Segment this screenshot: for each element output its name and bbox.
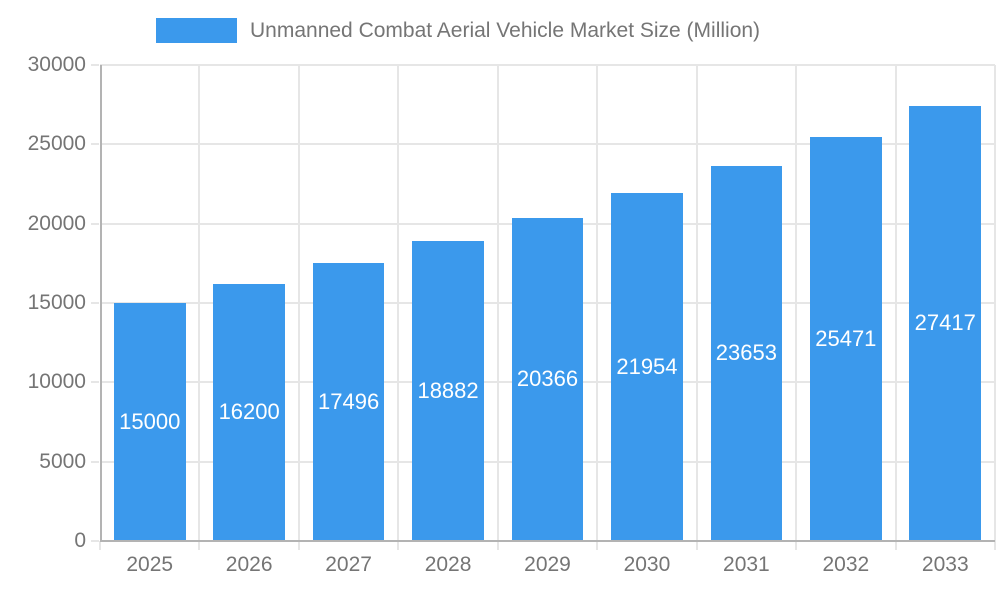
bar: 23653	[710, 165, 783, 541]
plot-area: 0 5000 10000 15000 20000 25000 30000 15000 2025 1…	[28, 53, 996, 576]
bar: 27417	[909, 105, 982, 541]
x-axis-tick	[795, 541, 798, 550]
x-gridline	[198, 65, 201, 541]
x-gridline	[994, 65, 996, 541]
x-axis-line	[100, 540, 995, 542]
x-axis-tick	[198, 541, 201, 550]
bar-value-label: 15000	[119, 409, 181, 434]
x-axis-tick-label: 2033	[921, 553, 969, 576]
bar: 16200	[213, 283, 285, 541]
bar-value-label: 20366	[516, 366, 579, 392]
y-axis-tick	[91, 381, 99, 384]
y-axis-tick	[91, 222, 99, 225]
bar: 15000	[113, 303, 186, 541]
legend-swatch	[156, 18, 237, 43]
bar-value-label: 27417	[914, 310, 976, 336]
bar-value-label: 16200	[218, 399, 280, 425]
x-axis-tick-label: 2028	[424, 553, 472, 576]
x-gridline	[297, 65, 300, 541]
x-axis-tick	[496, 541, 499, 550]
x-gridline	[596, 65, 599, 541]
y-axis-tick	[91, 460, 99, 463]
x-axis-tick-label: 2025	[126, 553, 174, 576]
y-axis-tick	[91, 540, 99, 542]
x-axis-tick	[99, 541, 101, 550]
x-gridline	[795, 65, 798, 541]
y-axis-tick-label: 10000	[27, 370, 86, 394]
bar-value-label: 18882	[417, 378, 479, 404]
bar: 21954	[611, 192, 683, 541]
x-axis-tick-label: 2032	[822, 553, 870, 576]
chart-legend: Unmanned Combat Aerial Vehicle Market Si…	[156, 18, 760, 43]
x-axis-tick	[695, 541, 698, 550]
x-axis-tick	[994, 541, 996, 550]
y-axis-tick-label: 25000	[27, 132, 86, 156]
bar: 25471	[810, 136, 882, 541]
y-axis-tick-label: 5000	[39, 449, 86, 473]
x-axis-tick-label: 2029	[524, 553, 571, 576]
x-gridline	[894, 65, 897, 541]
bar-value-label: 25471	[815, 325, 877, 351]
y-axis-tick	[91, 302, 99, 304]
x-gridline	[695, 65, 698, 541]
bar-value-label: 17496	[318, 389, 380, 415]
x-axis-tick	[397, 541, 400, 550]
x-axis-tick	[894, 541, 897, 550]
x-gridline	[397, 65, 400, 541]
bar: 20366	[511, 217, 584, 541]
y-gridline	[100, 143, 995, 146]
x-gridline	[496, 65, 499, 541]
y-axis-tick-label: 20000	[27, 211, 86, 235]
y-gridline	[100, 64, 995, 66]
y-axis-tick	[91, 64, 99, 66]
y-axis-tick-label: 30000	[27, 53, 86, 76]
y-axis-tick-label: 15000	[27, 291, 86, 314]
bar: 17496	[312, 263, 385, 541]
x-axis-tick-label: 2027	[325, 553, 372, 576]
y-axis-tick	[91, 143, 99, 146]
x-axis-tick	[297, 541, 300, 550]
bar-value-label: 23653	[715, 340, 777, 366]
x-axis-tick	[596, 541, 599, 550]
y-axis-line	[100, 65, 102, 541]
y-axis-tick-label: 0	[74, 529, 86, 552]
x-axis-tick-label: 2030	[623, 553, 671, 576]
legend-label: Unmanned Combat Aerial Vehicle Market Si…	[250, 18, 761, 42]
bar-value-label: 21954	[616, 353, 678, 379]
bar: 18882	[412, 241, 484, 541]
x-axis-tick-label: 2026	[225, 553, 273, 576]
x-axis-tick-label: 2031	[723, 553, 770, 576]
